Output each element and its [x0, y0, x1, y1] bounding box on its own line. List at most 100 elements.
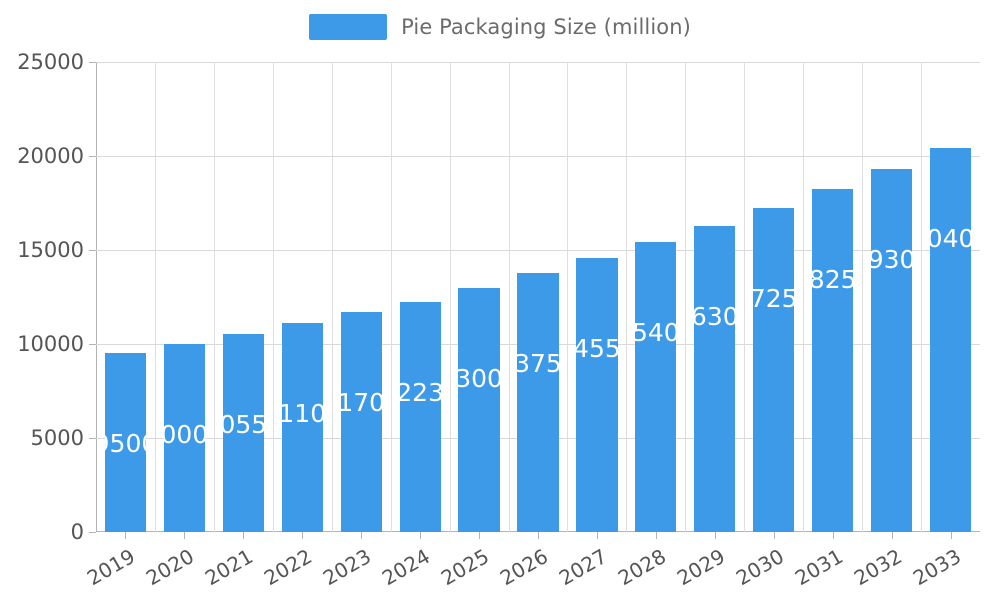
bar[interactable]: 18250 — [812, 188, 854, 532]
bar-slot: 13000 — [458, 62, 500, 532]
bar[interactable]: 17250 — [753, 207, 795, 532]
x-tick-mark — [184, 532, 185, 539]
x-tick-label: 2033 — [908, 544, 965, 591]
gridline-vertical — [332, 62, 333, 532]
bar-value-label: 16300 — [694, 301, 736, 331]
bar-value-label: 11100 — [281, 399, 323, 429]
bar-value-label: 10000 — [163, 420, 206, 449]
bar-slot: 10000 — [163, 62, 206, 532]
y-tick-mark — [89, 250, 96, 251]
bar-value-label: 17250 — [753, 283, 795, 313]
legend-color-swatch — [309, 14, 388, 40]
x-tick-label: 2020 — [142, 544, 199, 591]
bar-slot: 13755 — [517, 62, 559, 532]
gridline-vertical — [567, 62, 568, 532]
plot-area: 0 5000 10000 15000 20000 25000 9500 10000 10550… — [17, 50, 980, 590]
x-tick-label: 2030 — [731, 544, 788, 591]
y-tick-label: 10000 — [17, 332, 84, 356]
x-tick-label: 2019 — [83, 544, 140, 591]
bar[interactable]: 13755 — [517, 273, 559, 532]
chart-legend: Pie Packaging Size (million) — [0, 14, 1000, 40]
bar-series: 9500 10000 10550 11100 11700 12230 13000 13755 1… — [96, 62, 980, 532]
bar[interactable]: 9500 — [104, 353, 147, 532]
bar[interactable]: 14550 — [576, 258, 618, 532]
y-tick-mark — [89, 156, 96, 157]
bar[interactable]: 11700 — [340, 312, 382, 532]
gridline-vertical — [685, 62, 686, 532]
gridline-horizontal — [96, 62, 980, 63]
bar[interactable]: 12230 — [399, 302, 441, 532]
bar-value-label: 20400 — [929, 224, 972, 254]
bar-slot: 11700 — [340, 62, 382, 532]
x-tick-mark — [479, 532, 480, 539]
gridline-vertical — [273, 62, 274, 532]
bar-value-label: 19300 — [870, 245, 913, 275]
bar-value-label: 12230 — [399, 378, 441, 408]
y-tick-label: 15000 — [17, 238, 84, 262]
gridline-vertical — [450, 62, 451, 532]
bar-value-label: 15400 — [635, 318, 677, 348]
x-tick-mark — [892, 532, 893, 539]
bar-value-label: 13000 — [458, 363, 500, 393]
gridline-vertical — [921, 62, 922, 532]
bar-slot: 14550 — [576, 62, 618, 532]
bar[interactable]: 19300 — [870, 169, 913, 532]
x-tick-mark — [243, 532, 244, 539]
gridline-vertical — [214, 62, 215, 532]
x-tick-label: 2022 — [260, 544, 317, 591]
bar-value-label: 11700 — [340, 388, 382, 418]
legend-entry-pie-packaging-size[interactable]: Pie Packaging Size (million) — [309, 14, 691, 40]
gridline-vertical — [803, 62, 804, 532]
x-tick-label: 2032 — [849, 544, 906, 591]
bar[interactable]: 11100 — [281, 323, 323, 532]
y-tick-mark — [89, 532, 96, 533]
x-tick-label: 2031 — [790, 544, 847, 591]
gridline-horizontal — [96, 156, 980, 157]
x-tick-mark — [833, 532, 834, 539]
x-tick-mark — [420, 532, 421, 539]
x-tick-mark — [597, 532, 598, 539]
x-tick-label: 2027 — [554, 544, 611, 591]
x-tick-mark — [715, 532, 716, 539]
bar-slot: 19300 — [870, 62, 913, 532]
bar-value-label: 13755 — [517, 349, 559, 379]
bar-value-label: 14550 — [576, 334, 618, 364]
x-tick-mark — [951, 532, 952, 539]
y-tick-label: 20000 — [17, 144, 84, 168]
y-tick-label: 0 — [70, 520, 84, 544]
x-tick-mark — [361, 532, 362, 539]
bar-slot: 10550 — [222, 62, 264, 532]
bar-value-label: 10550 — [222, 409, 264, 439]
gridline-vertical — [626, 62, 627, 532]
x-tick-mark — [302, 532, 303, 539]
y-tick-label: 5000 — [30, 426, 84, 450]
bar-slot: 20400 — [929, 62, 972, 532]
bar-value-label: 9500 — [105, 429, 146, 459]
y-axis-line — [96, 62, 97, 532]
bar[interactable]: 10000 — [163, 344, 206, 532]
x-tick-label: 2023 — [319, 544, 376, 591]
y-tick-mark — [89, 438, 96, 439]
gridline-vertical — [744, 62, 745, 532]
bar[interactable]: 16300 — [694, 225, 736, 532]
x-tick-mark — [125, 532, 126, 539]
bar-slot: 11100 — [281, 62, 323, 532]
bar-slot: 9500 — [104, 62, 147, 532]
gridline-vertical — [391, 62, 392, 532]
bar-slot: 16300 — [694, 62, 736, 532]
gridline-vertical — [155, 62, 156, 532]
x-tick-label: 2021 — [201, 544, 258, 591]
bar-slot: 18250 — [812, 62, 854, 532]
bar[interactable]: 10550 — [222, 333, 264, 532]
bar[interactable]: 13000 — [458, 287, 500, 532]
x-tick-label: 2029 — [672, 544, 729, 591]
legend-label: Pie Packaging Size (million) — [401, 15, 691, 39]
bar-slot: 17250 — [753, 62, 795, 532]
bar-slot: 15400 — [635, 62, 677, 532]
y-tick-mark — [89, 344, 96, 345]
bar[interactable]: 15400 — [635, 242, 677, 532]
bar[interactable]: 20400 — [929, 148, 972, 532]
x-tick-mark — [656, 532, 657, 539]
y-tick-mark — [89, 62, 96, 63]
